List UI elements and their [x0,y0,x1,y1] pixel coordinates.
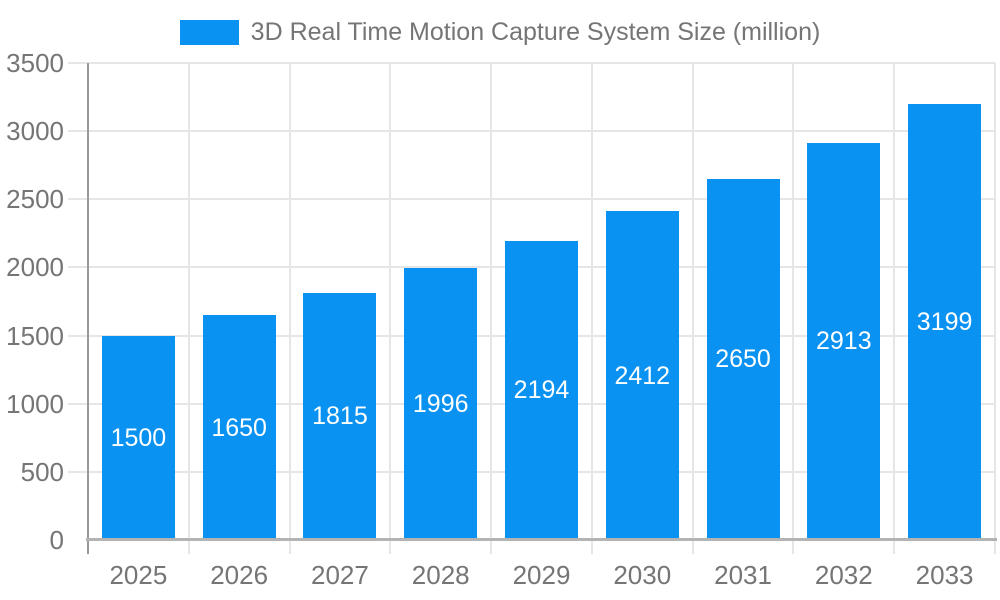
bar[interactable] [101,335,175,540]
bar-value-label: 1815 [312,402,368,431]
y-tick-label: 2000 [6,252,64,283]
bar[interactable] [202,315,276,540]
x-tick-label: 2029 [512,560,571,590]
legend[interactable]: 3D Real Time Motion Capture System Size … [0,17,1000,47]
x-gridline [994,63,996,554]
y-tick-label: 3500 [6,48,64,78]
bar-value-label: 1996 [412,389,469,418]
bar-value-label: 1650 [211,413,267,442]
bar[interactable] [908,104,982,540]
x-tick-label: 2033 [915,560,974,590]
x-tick-label: 2027 [311,560,369,590]
x-tick-label: 2032 [814,560,873,590]
y-gridline [68,62,995,64]
bar-value-label: 1500 [110,423,167,452]
y-gridline [68,130,995,133]
x-gridline [691,63,694,554]
x-gridline [590,63,593,554]
x-gridline [288,63,291,554]
bar[interactable] [605,211,679,540]
x-gridline [792,63,795,554]
y-tick-label: 0 [49,525,64,555]
bar[interactable] [706,178,780,540]
x-tick-label: 2026 [210,560,269,590]
x-tick-label: 2025 [109,560,168,590]
x-gridline [893,63,896,554]
bar-value-label: 3199 [916,308,973,336]
x-axis-line [86,538,997,541]
x-gridline [389,63,392,554]
x-tick-label: 2028 [411,560,470,590]
x-gridline [187,63,190,554]
y-tick-label: 3000 [6,116,64,147]
y-tick-label: 1500 [6,320,64,351]
legend-swatch-icon [179,19,239,45]
y-gridline [68,198,995,201]
bar-value-label: 2412 [614,361,671,390]
y-axis-line [87,63,89,554]
bar[interactable] [303,292,377,540]
bar-value-label: 2194 [513,376,570,405]
y-tick-label: 2500 [6,184,64,215]
legend-label: 3D Real Time Motion Capture System Size … [250,17,821,46]
x-tick-label: 2030 [613,560,672,590]
bar[interactable] [404,267,478,540]
x-tick-label: 2031 [714,560,772,590]
bar[interactable] [505,240,578,540]
bar[interactable] [807,142,881,540]
bar-value-label: 2650 [715,345,771,374]
y-tick-label: 1000 [6,388,64,419]
bar-value-label: 2913 [816,327,872,356]
y-tick-label: 500 [20,456,64,487]
x-gridline [490,63,493,554]
